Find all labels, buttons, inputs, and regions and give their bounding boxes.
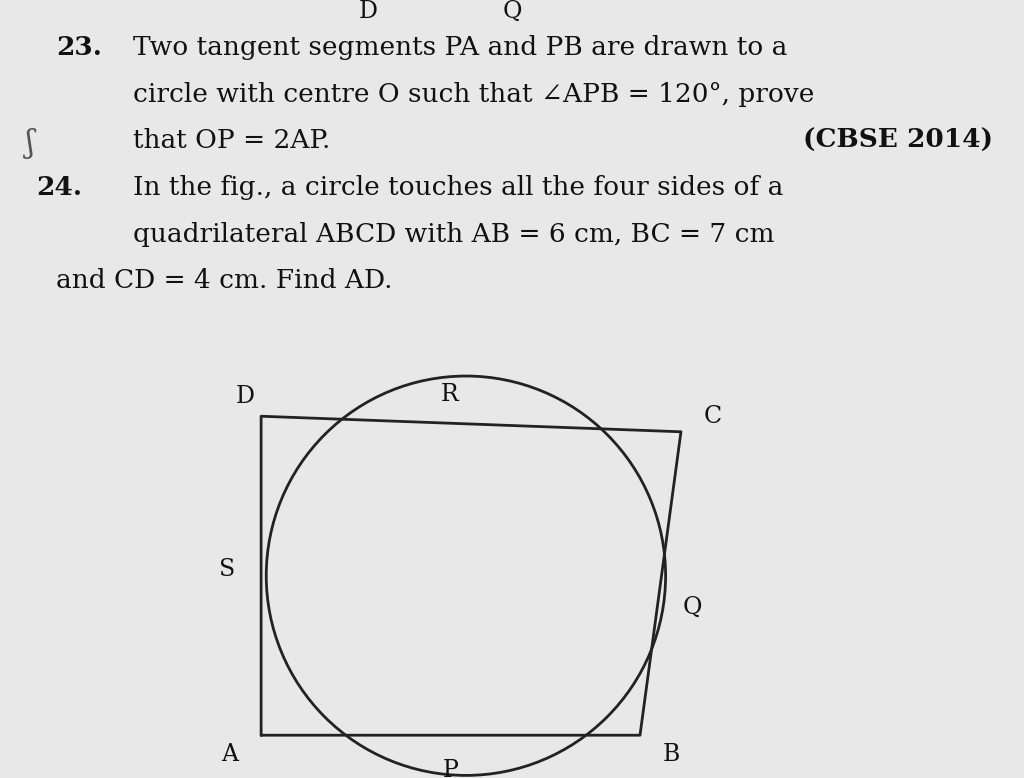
Text: 24.: 24.: [36, 175, 82, 200]
Text: 23.: 23.: [56, 35, 102, 60]
Text: (CBSE 2014): (CBSE 2014): [803, 128, 993, 153]
Text: D: D: [359, 0, 378, 23]
Text: Q: Q: [502, 0, 522, 23]
Text: R: R: [441, 383, 459, 406]
Text: In the fig., a circle touches all the four sides of a: In the fig., a circle touches all the fo…: [133, 175, 783, 200]
Text: ʃ: ʃ: [26, 128, 34, 159]
Text: quadrilateral ABCD with AB = 6 cm, BC = 7 cm: quadrilateral ABCD with AB = 6 cm, BC = …: [133, 222, 774, 247]
Text: S: S: [219, 558, 236, 581]
Text: Q: Q: [683, 596, 702, 619]
Text: and CD = 4 cm. Find AD.: and CD = 4 cm. Find AD.: [56, 268, 393, 293]
Text: Two tangent segments PA and PB are drawn to a: Two tangent segments PA and PB are drawn…: [133, 35, 787, 60]
Text: D: D: [236, 385, 254, 408]
Text: C: C: [703, 405, 722, 428]
Text: B: B: [663, 743, 680, 766]
Text: P: P: [442, 759, 459, 778]
Text: circle with centre O such that ∠APB = 120°, prove: circle with centre O such that ∠APB = 12…: [133, 82, 814, 107]
Text: A: A: [221, 743, 239, 766]
Text: that OP = 2AP.: that OP = 2AP.: [133, 128, 331, 153]
